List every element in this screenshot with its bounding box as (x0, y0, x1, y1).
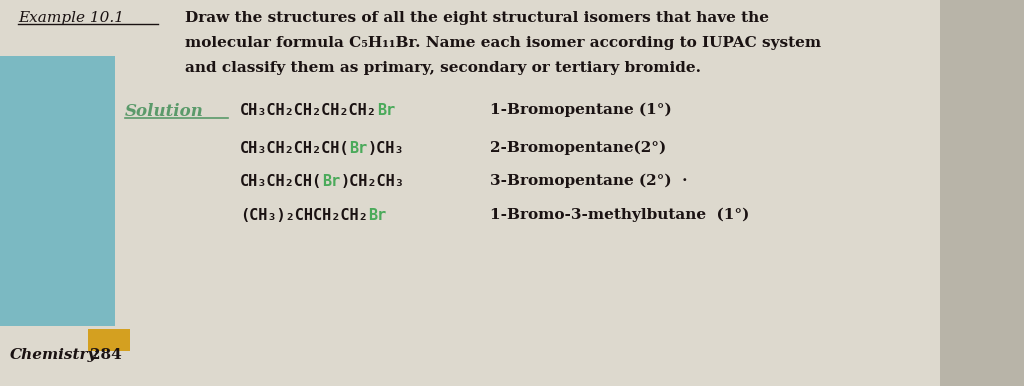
Text: Solution: Solution (125, 103, 204, 120)
Text: CH₃CH₂CH₂CH₂CH₂: CH₃CH₂CH₂CH₂CH₂ (240, 103, 377, 118)
Text: )CH₃: )CH₃ (368, 141, 404, 156)
Text: Br: Br (349, 141, 368, 156)
Text: Example 10.1: Example 10.1 (18, 11, 124, 25)
Text: Draw the structures of all the eight structural isomers that have the: Draw the structures of all the eight str… (185, 11, 769, 25)
Text: Chemistry: Chemistry (10, 348, 97, 362)
Bar (940, 0, 1024, 386)
Bar (88, 329, 130, 351)
Text: (CH₃)₂CHCH₂CH₂: (CH₃)₂CHCH₂CH₂ (240, 208, 368, 223)
Text: 1-Bromopentane (1°): 1-Bromopentane (1°) (490, 103, 672, 117)
Text: Br: Br (377, 103, 395, 118)
Text: CH₃CH₂CH(: CH₃CH₂CH( (240, 174, 323, 189)
Text: Br: Br (368, 208, 386, 223)
Text: Br: Br (323, 174, 340, 189)
Text: and classify them as primary, secondary or tertiary bromide.: and classify them as primary, secondary … (185, 61, 701, 75)
Text: 284: 284 (90, 348, 122, 362)
Text: 2-Bromopentane(2°): 2-Bromopentane(2°) (490, 141, 667, 156)
Text: molecular formula C₅H₁₁Br. Name each isomer according to IUPAC system: molecular formula C₅H₁₁Br. Name each iso… (185, 36, 821, 50)
Text: 1-Bromo-3-methylbutane  (1°): 1-Bromo-3-methylbutane (1°) (490, 208, 750, 222)
Bar (0, 56, 115, 326)
Text: 3-Bromopentane (2°)  ·: 3-Bromopentane (2°) · (490, 174, 687, 188)
Text: CH₃CH₂CH₂CH(: CH₃CH₂CH₂CH( (240, 141, 349, 156)
Text: )CH₂CH₃: )CH₂CH₃ (340, 174, 404, 189)
